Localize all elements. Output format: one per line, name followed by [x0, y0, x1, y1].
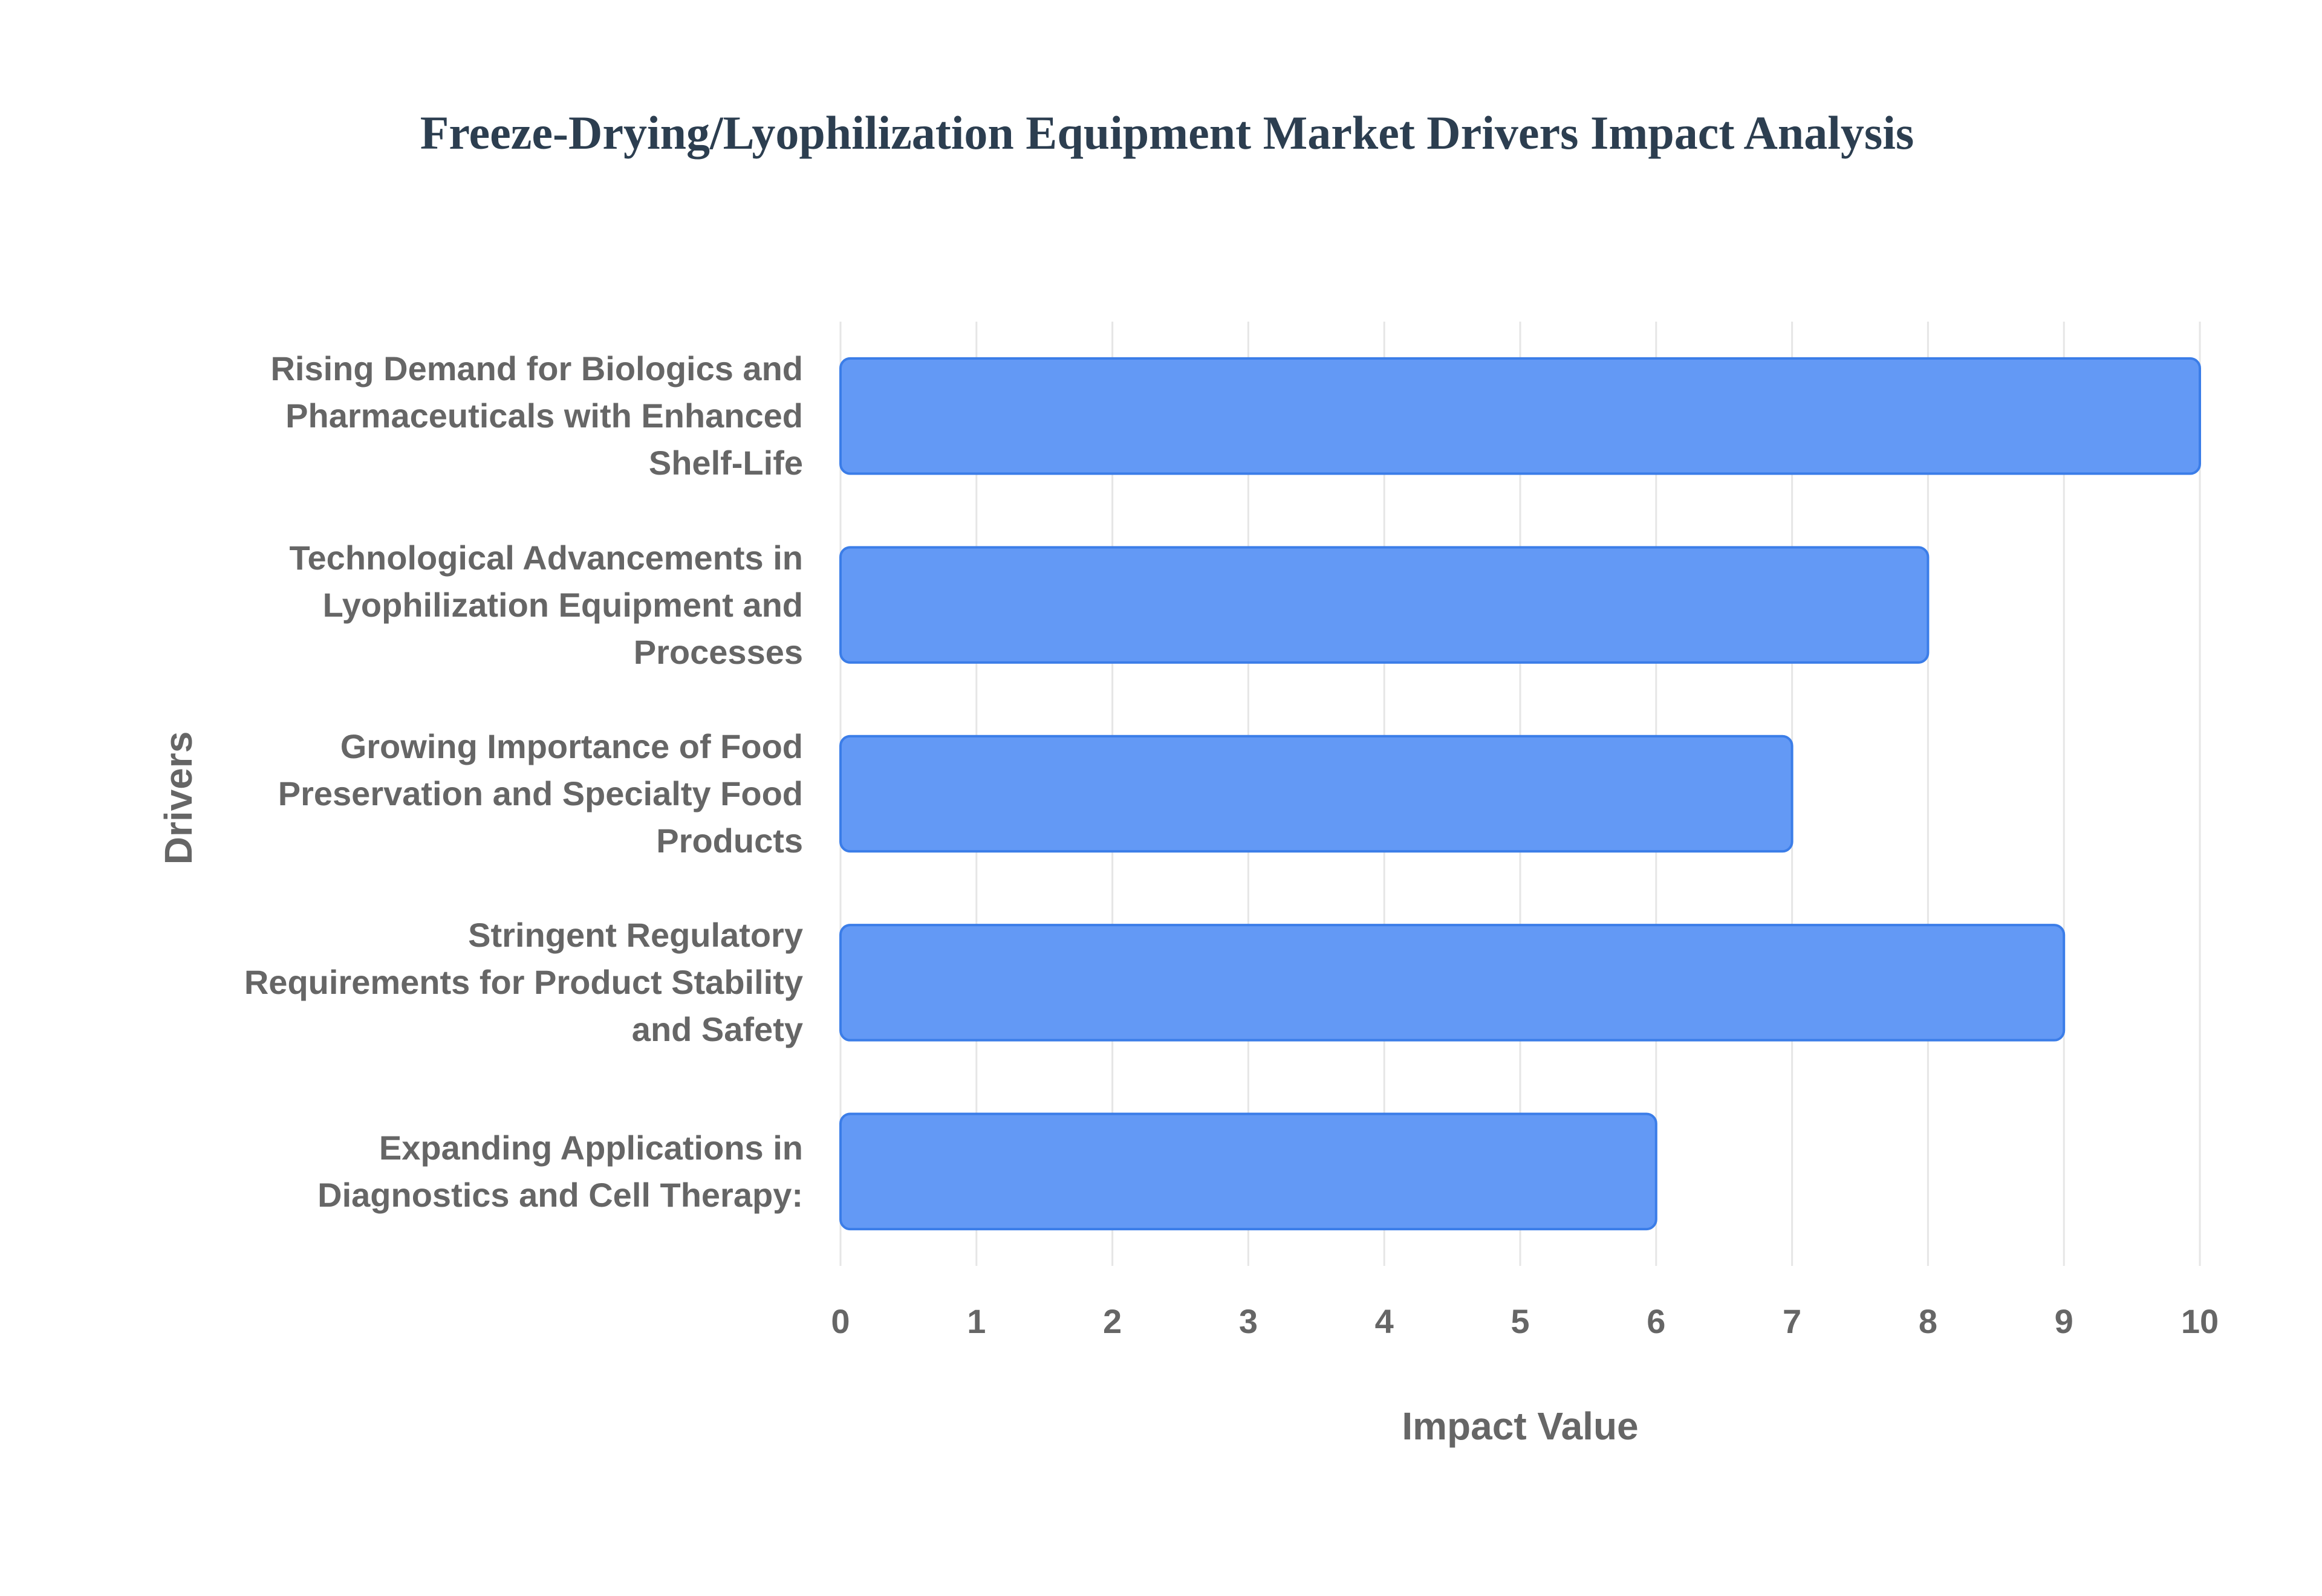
bar	[839, 1112, 1657, 1231]
x-tick-label: 0	[831, 1302, 850, 1340]
chart-title: Freeze-Drying/Lyophilization Equipment M…	[420, 106, 1914, 159]
x-tick-label: 8	[1919, 1302, 1937, 1340]
x-tick-label: 3	[1239, 1302, 1258, 1340]
y-tick-label: Growing Importance of Food Preservation …	[278, 727, 803, 860]
x-tick-label: 10	[2181, 1302, 2219, 1340]
x-tick-label: 2	[1103, 1302, 1122, 1340]
x-tick-label: 4	[1375, 1302, 1394, 1340]
y-tick-label: Expanding Applications in Diagnostics an…	[317, 1128, 803, 1214]
y-tick-label: Technological Advancements in Lyophiliza…	[289, 538, 803, 671]
bar	[839, 924, 2066, 1042]
x-axis-title: Impact Value	[1402, 1404, 1638, 1448]
x-tick-label: 1	[967, 1302, 986, 1340]
x-tick-label: 6	[1647, 1302, 1665, 1340]
bar	[839, 735, 1794, 853]
y-axis-title: Drivers	[157, 731, 200, 865]
x-tick-label: 5	[1511, 1302, 1529, 1340]
x-tick-label: 9	[2055, 1302, 2073, 1340]
bar	[839, 357, 2201, 475]
x-tick-label: 7	[1783, 1302, 1801, 1340]
y-tick-label: Stringent Regulatory Requirements for Pr…	[244, 916, 803, 1049]
y-tick-label: Rising Demand for Biologics and Pharmace…	[270, 349, 803, 482]
bar	[839, 546, 1930, 664]
